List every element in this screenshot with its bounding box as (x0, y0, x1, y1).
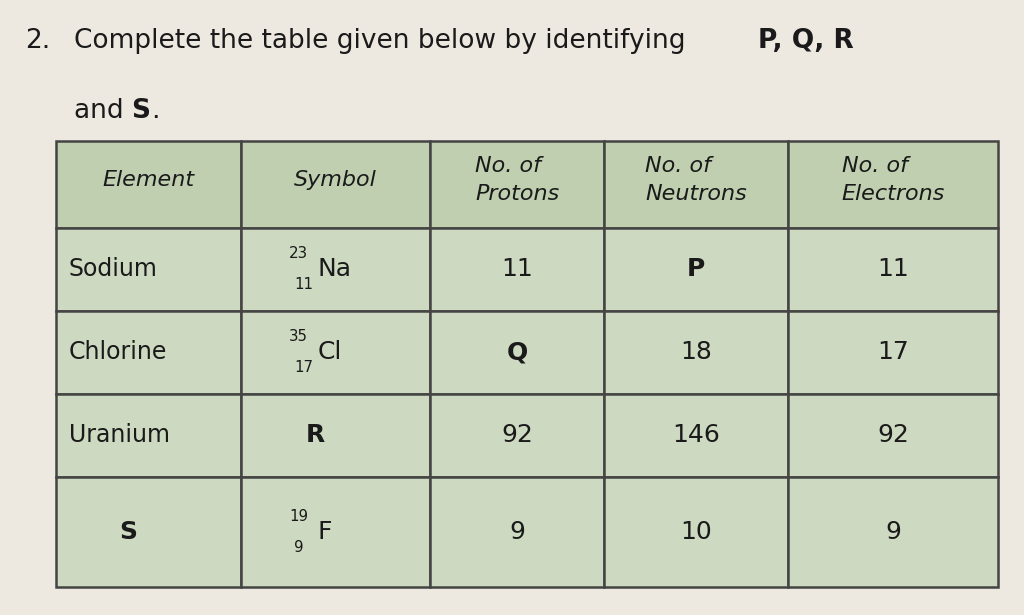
Bar (56, 394, 241, 477)
Bar (56, 477, 241, 587)
Text: 146: 146 (673, 423, 720, 447)
Text: Uranium: Uranium (69, 423, 170, 447)
Text: Element: Element (102, 170, 195, 189)
Text: Sodium: Sodium (69, 257, 158, 281)
Text: No. of
Protons: No. of Protons (475, 156, 559, 204)
Text: P, Q, R: P, Q, R (758, 28, 854, 54)
Bar (241, 394, 430, 477)
Text: 23: 23 (290, 246, 308, 261)
Text: R: R (305, 423, 325, 447)
Bar (56, 311, 241, 394)
Bar (430, 311, 604, 394)
Text: .: . (152, 98, 160, 124)
Text: F: F (318, 520, 333, 544)
Text: 11: 11 (501, 257, 534, 281)
Text: No. of
Neutrons: No. of Neutrons (645, 156, 748, 204)
Bar (430, 394, 604, 477)
Text: Chlorine: Chlorine (69, 340, 167, 364)
Text: No. of
Electrons: No. of Electrons (842, 156, 945, 204)
Text: Symbol: Symbol (294, 170, 377, 189)
Text: 17: 17 (878, 340, 909, 364)
Text: 11: 11 (295, 277, 313, 292)
Text: 2.: 2. (26, 28, 51, 54)
Text: 11: 11 (878, 257, 909, 281)
Bar (56, 141, 241, 228)
Text: 92: 92 (878, 423, 909, 447)
Text: Q: Q (507, 340, 527, 364)
Bar (788, 228, 998, 311)
Text: Cl: Cl (318, 340, 342, 364)
Bar (430, 477, 604, 587)
Text: and: and (74, 98, 132, 124)
Bar (604, 394, 788, 477)
Text: 35: 35 (290, 329, 308, 344)
Bar (241, 311, 430, 394)
Text: 9: 9 (509, 520, 525, 544)
Text: 10: 10 (680, 520, 713, 544)
Text: 92: 92 (501, 423, 534, 447)
Bar (604, 228, 788, 311)
Bar (241, 141, 430, 228)
Bar (788, 477, 998, 587)
Bar (604, 311, 788, 394)
Bar (56, 228, 241, 311)
Text: S: S (119, 520, 137, 544)
Text: 18: 18 (680, 340, 713, 364)
Bar (430, 228, 604, 311)
Bar (241, 228, 430, 311)
Bar (788, 141, 998, 228)
Bar (788, 394, 998, 477)
Bar (241, 477, 430, 587)
Text: S: S (131, 98, 151, 124)
Text: Na: Na (318, 257, 352, 281)
Text: 9: 9 (295, 540, 304, 555)
Text: 9: 9 (886, 520, 901, 544)
Text: Complete the table given below by identifying: Complete the table given below by identi… (74, 28, 693, 54)
Bar (604, 141, 788, 228)
Bar (604, 477, 788, 587)
Text: 17: 17 (295, 360, 313, 375)
Text: 19: 19 (290, 509, 308, 524)
Bar (788, 311, 998, 394)
Bar (430, 141, 604, 228)
Text: P: P (687, 257, 706, 281)
